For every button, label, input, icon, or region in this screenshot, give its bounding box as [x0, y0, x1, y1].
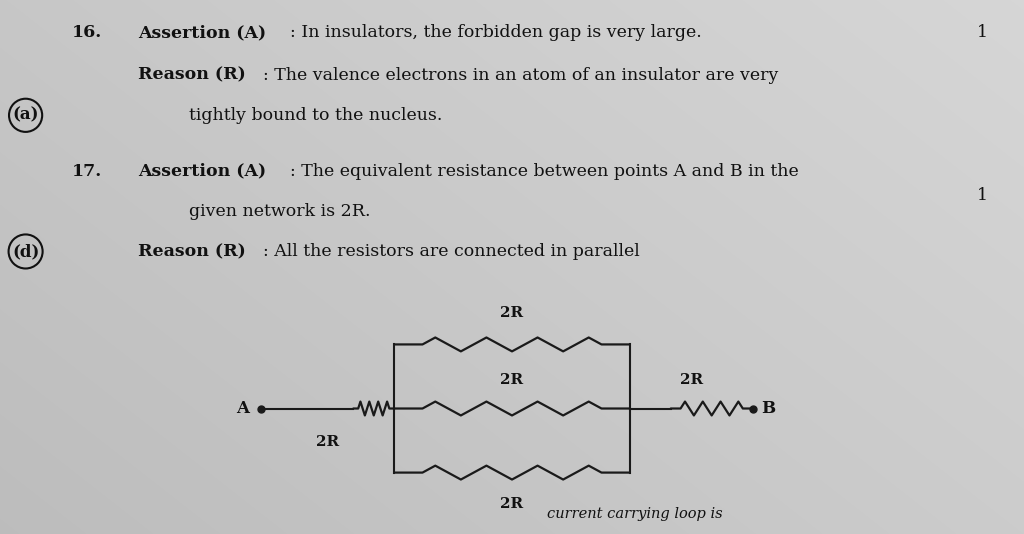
Text: (d): (d): [12, 243, 39, 260]
Text: 2R: 2R: [501, 307, 523, 320]
Text: A: A: [236, 400, 249, 417]
Text: 2R: 2R: [316, 435, 339, 449]
Text: : The equivalent resistance between points A and B in the: : The equivalent resistance between poin…: [290, 163, 799, 180]
Text: 2R: 2R: [501, 373, 523, 387]
Text: 2R: 2R: [501, 497, 523, 511]
Text: Assertion (A): Assertion (A): [138, 163, 266, 180]
Text: current carrying loop is: current carrying loop is: [547, 507, 723, 521]
Text: Reason (R): Reason (R): [138, 243, 246, 260]
Text: : The valence electrons in an atom of an insulator are very: : The valence electrons in an atom of an…: [263, 67, 778, 84]
Text: given network is 2R.: given network is 2R.: [189, 203, 371, 220]
Text: B: B: [761, 400, 775, 417]
Text: 2R: 2R: [680, 373, 702, 387]
Text: (a): (a): [12, 107, 39, 124]
Text: : All the resistors are connected in parallel: : All the resistors are connected in par…: [263, 243, 640, 260]
Text: 16.: 16.: [72, 24, 102, 41]
Text: Assertion (A): Assertion (A): [138, 24, 266, 41]
Text: Reason (R): Reason (R): [138, 67, 246, 84]
Text: tightly bound to the nucleus.: tightly bound to the nucleus.: [189, 107, 442, 124]
Text: : In insulators, the forbidden gap is very large.: : In insulators, the forbidden gap is ve…: [290, 24, 701, 41]
Text: 1: 1: [977, 187, 988, 204]
Text: 1: 1: [977, 24, 988, 41]
Text: 17.: 17.: [72, 163, 102, 180]
